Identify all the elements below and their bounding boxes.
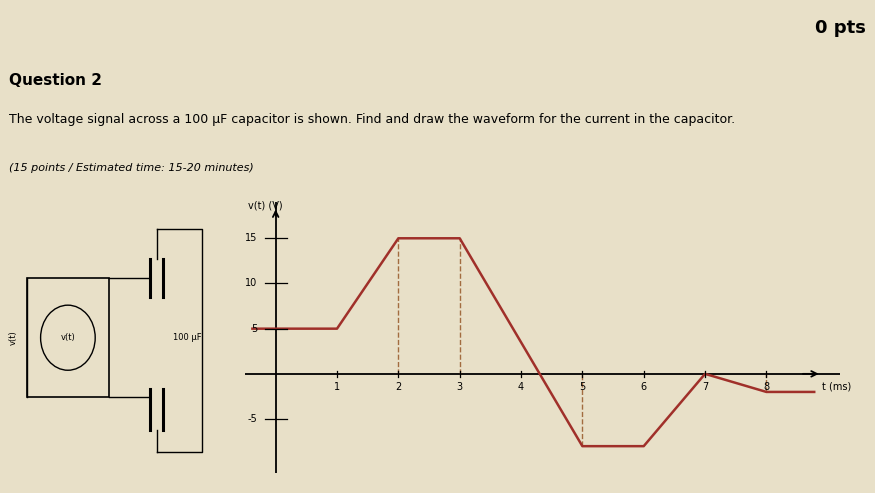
Text: 100 μF: 100 μF <box>172 333 201 342</box>
Text: v(t): v(t) <box>60 333 75 342</box>
Text: 7: 7 <box>702 382 708 392</box>
Text: 5: 5 <box>579 382 585 392</box>
Text: 8: 8 <box>763 382 769 392</box>
Text: 4: 4 <box>518 382 524 392</box>
Text: v(t): v(t) <box>9 330 18 345</box>
Text: 10: 10 <box>245 279 257 288</box>
Text: 1: 1 <box>334 382 340 392</box>
Text: 6: 6 <box>640 382 647 392</box>
Text: 3: 3 <box>457 382 463 392</box>
Text: Question 2: Question 2 <box>9 73 102 88</box>
Text: 0 pts: 0 pts <box>816 19 866 36</box>
Text: 15: 15 <box>245 233 257 243</box>
Text: The voltage signal across a 100 μF capacitor is shown. Find and draw the wavefor: The voltage signal across a 100 μF capac… <box>9 113 735 126</box>
Text: (15 points / Estimated time: 15-20 minutes): (15 points / Estimated time: 15-20 minut… <box>9 163 254 173</box>
Text: -5: -5 <box>248 414 257 424</box>
Text: v(t) (V): v(t) (V) <box>248 200 283 211</box>
Text: 5: 5 <box>251 324 257 334</box>
Text: 2: 2 <box>396 382 402 392</box>
Text: t (ms): t (ms) <box>822 382 851 392</box>
